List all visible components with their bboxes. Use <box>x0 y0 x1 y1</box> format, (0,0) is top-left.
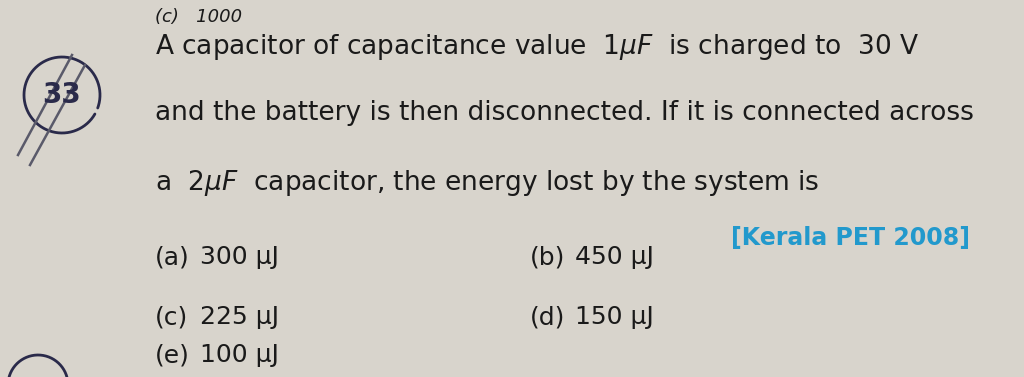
Text: (e): (e) <box>155 343 189 367</box>
Text: (b): (b) <box>530 245 565 269</box>
Text: A capacitor of capacitance value  $1\mu F$  is charged to  $30$ V: A capacitor of capacitance value $1\mu F… <box>155 32 920 62</box>
Text: 450 μJ: 450 μJ <box>575 245 654 269</box>
Text: a  $2\mu F$  capacitor, the energy lost by the system is: a $2\mu F$ capacitor, the energy lost by… <box>155 168 819 198</box>
Text: (c)   1000: (c) 1000 <box>155 8 242 26</box>
Text: [Kerala PET 2008]: [Kerala PET 2008] <box>731 226 970 250</box>
Text: 33: 33 <box>43 81 81 109</box>
Text: (d): (d) <box>530 305 565 329</box>
Text: 150 μJ: 150 μJ <box>575 305 654 329</box>
Text: 225 μJ: 225 μJ <box>200 305 280 329</box>
Text: 100 μJ: 100 μJ <box>200 343 279 367</box>
Text: and the battery is then disconnected. If it is connected across: and the battery is then disconnected. If… <box>155 100 974 126</box>
Text: (c): (c) <box>155 305 188 329</box>
Text: 300 μJ: 300 μJ <box>200 245 279 269</box>
Text: (a): (a) <box>155 245 189 269</box>
